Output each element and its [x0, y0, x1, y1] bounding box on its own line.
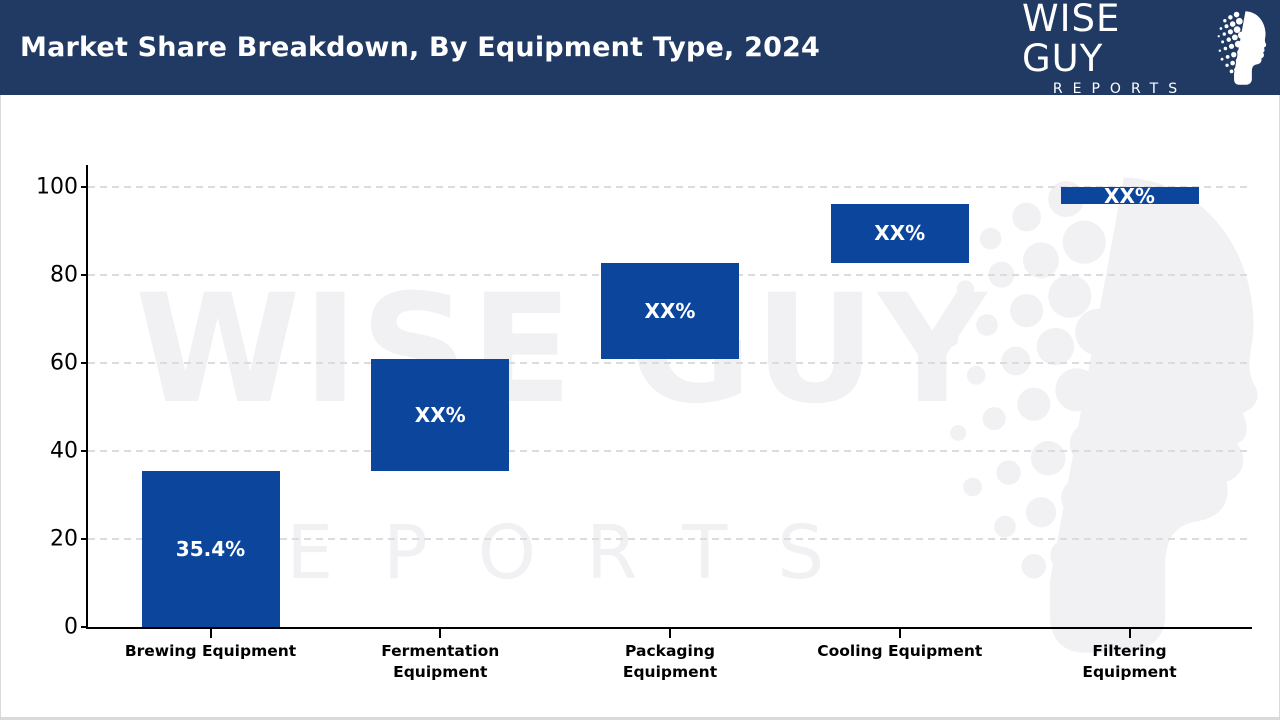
- bar-value-label: XX%: [414, 403, 466, 428]
- x-category-label-line: Cooling Equipment: [817, 642, 983, 660]
- y-tick-mark: [81, 538, 88, 540]
- watermark-wordmark: WISE GUY: [135, 263, 989, 437]
- x-category-label: Packaging Equipment: [555, 641, 785, 683]
- y-tick-label: 40: [50, 438, 78, 464]
- bar: XX%: [601, 262, 739, 360]
- x-tick-mark: [1128, 629, 1131, 638]
- watermark-head-icon: [943, 177, 1258, 653]
- y-tick-mark: [81, 186, 88, 188]
- bar: 35.4%: [141, 471, 280, 627]
- x-category-label-line: Equipment: [622, 663, 718, 681]
- x-category-label: Cooling Equipment: [785, 641, 1015, 662]
- y-tick-mark: [81, 274, 88, 276]
- y-tick-label: 100: [36, 174, 78, 200]
- y-gridline: [88, 362, 1252, 364]
- y-tick-label: 0: [64, 614, 78, 640]
- y-gridline: [88, 450, 1252, 452]
- x-category-label-line: Fermentation: [381, 642, 500, 660]
- watermark-subtitle: REPORTS: [185, 510, 875, 596]
- chart-title: Market Share Breakdown, By Equipment Typ…: [20, 32, 821, 63]
- y-tick-mark: [81, 362, 88, 364]
- logo-wordmark: WISE GUY: [1022, 0, 1121, 80]
- bar: XX%: [830, 204, 969, 263]
- y-tick-mark: [81, 450, 88, 452]
- y-tick-label: 60: [50, 350, 78, 376]
- wise-guy-logo: WISE GUY REPORTS: [1022, 0, 1272, 97]
- y-gridline: [88, 538, 1252, 540]
- bar-value-label: 35.4%: [175, 537, 246, 562]
- x-category-label: Fermentation Equipment: [325, 641, 555, 683]
- x-category-label-line: Equipment: [1082, 663, 1177, 681]
- y-tick-label: 80: [50, 262, 78, 288]
- x-category-label-line: Packaging: [625, 642, 715, 660]
- x-tick-mark: [439, 629, 442, 638]
- logo-head-icon: [1217, 11, 1267, 85]
- bar: XX%: [1060, 184, 1199, 208]
- x-category-label: Filtering Equipment: [1015, 641, 1245, 683]
- y-gridline: [88, 186, 1252, 188]
- x-tick-mark: [669, 629, 671, 638]
- x-category-label: Brewing Equipment: [96, 641, 326, 662]
- bottom-border: [0, 717, 1280, 720]
- header-band: Market Share Breakdown, By Equipment Typ…: [0, 0, 1280, 97]
- y-tick-mark: [81, 626, 88, 628]
- x-category-label-line: Filtering: [1092, 642, 1167, 660]
- logo-subtitle: REPORTS: [1052, 81, 1188, 97]
- bar-value-label: XX%: [644, 298, 696, 323]
- x-category-label-line: Brewing Equipment: [124, 642, 297, 660]
- bar-value-label: XX%: [874, 221, 926, 246]
- x-tick-mark: [898, 629, 901, 638]
- y-axis-line: [86, 165, 88, 627]
- logo-text: WISE GUY REPORTS: [1022, 0, 1208, 97]
- x-axis-line: [86, 627, 1252, 629]
- x-category-label-line: Equipment: [393, 663, 488, 681]
- bar-value-label: XX%: [1104, 183, 1155, 208]
- left-border: [0, 95, 1, 720]
- bar: XX%: [371, 359, 510, 472]
- y-tick-label: 20: [50, 526, 78, 552]
- x-tick-mark: [209, 629, 212, 638]
